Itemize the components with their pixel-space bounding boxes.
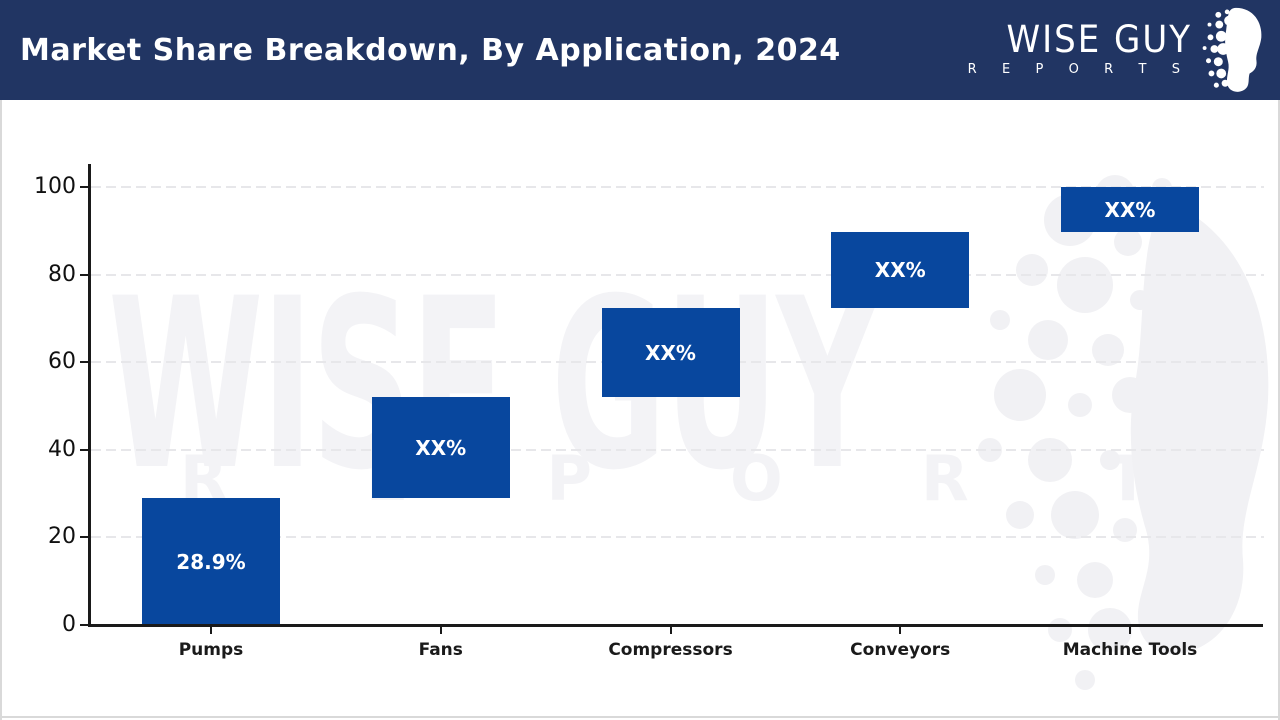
brand-name: WISE GUY <box>1006 18 1192 63</box>
x-tick-mark <box>1129 626 1131 634</box>
x-tick-mark <box>899 626 902 634</box>
y-tick-mark <box>80 536 88 539</box>
gridline-80 <box>91 273 1264 276</box>
bar-value-label: XX% <box>645 340 696 365</box>
category-label-conveyors: Conveyors <box>850 640 951 660</box>
watermark-face-icon <box>978 175 1269 690</box>
y-tick-mark <box>80 361 88 364</box>
watermark-text-secondary: R E P O R T S <box>180 442 1280 515</box>
bottom-border <box>0 716 1280 718</box>
x-axis-line <box>88 624 1263 627</box>
brand-logo-text: WISE GUY R E P O R T S <box>967 18 1192 77</box>
y-tick-label: 100 <box>34 174 76 199</box>
y-tick-mark <box>80 273 88 276</box>
category-label-compressors: Compressors <box>608 640 733 660</box>
category-label-machine-tools: Machine Tools <box>1062 640 1198 660</box>
y-tick-mark <box>80 448 88 451</box>
bar-segment-pumps: 28.9% <box>142 498 280 625</box>
bar-segment-compressors: XX% <box>601 307 740 398</box>
y-tick-mark <box>80 186 88 188</box>
brand-subname: R E P O R T S <box>967 61 1192 77</box>
y-tick-label: 40 <box>48 436 76 462</box>
x-tick-mark <box>210 626 212 634</box>
bar-segment-fans: XX% <box>371 397 510 499</box>
bar-segment-machine-tools: XX% <box>1061 187 1199 233</box>
brand-logo: WISE GUY R E P O R T S <box>968 6 1268 94</box>
bar-value-label: XX% <box>1104 197 1156 222</box>
bar-value-label: XX% <box>415 435 467 460</box>
right-border <box>1278 100 1280 720</box>
brand-face-icon <box>1202 7 1262 92</box>
y-tick-label: 20 <box>48 524 76 550</box>
bar-value-label: 28.9% <box>176 549 246 574</box>
y-axis-line <box>88 164 91 626</box>
x-tick-mark <box>439 626 442 634</box>
header-bar: Market Share Breakdown, By Application, … <box>0 0 1280 100</box>
left-border <box>0 100 2 720</box>
gridline-40 <box>91 448 1264 451</box>
y-tick-label: 80 <box>48 261 76 287</box>
y-tick-label: 60 <box>48 349 76 375</box>
gridline-100 <box>91 186 1264 188</box>
x-tick-mark <box>669 626 672 634</box>
y-tick-label: 0 <box>62 612 76 637</box>
y-tick-mark <box>80 624 88 626</box>
page-title: Market Share Breakdown, By Application, … <box>20 32 841 68</box>
category-label-fans: Fans <box>418 640 463 660</box>
category-label-pumps: Pumps <box>178 640 244 660</box>
chart-area: WISE GUY R E P O R T S 0 20 40 60 80 100 28.9%… <box>0 100 1280 720</box>
bar-segment-conveyors: XX% <box>831 232 970 308</box>
gridline-20 <box>91 536 1264 539</box>
bar-value-label: XX% <box>874 257 926 282</box>
